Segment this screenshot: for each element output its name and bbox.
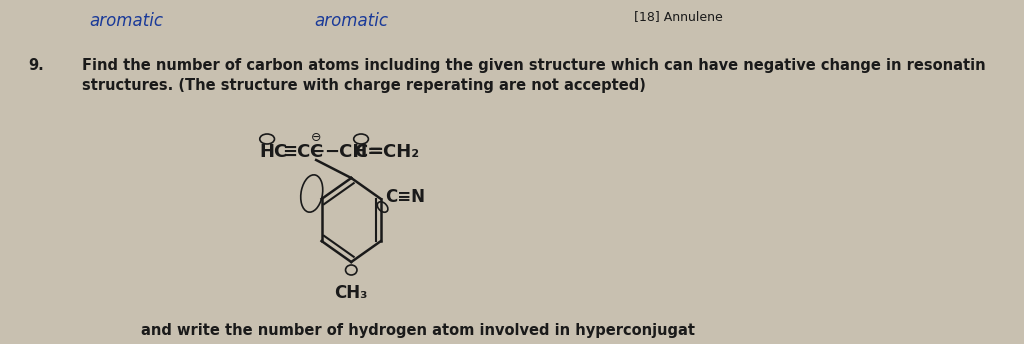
Text: ⊖: ⊖: [311, 130, 322, 143]
Text: Find the number of carbon atoms including the given structure which can have neg: Find the number of carbon atoms includin…: [82, 58, 985, 73]
Text: C: C: [309, 143, 323, 161]
Text: 9.: 9.: [29, 58, 44, 73]
Text: aromatic: aromatic: [90, 12, 164, 30]
Text: structures. (The structure with charge reperating are not accepted): structures. (The structure with charge r…: [82, 78, 645, 93]
Text: [18] Annulene: [18] Annulene: [634, 10, 722, 23]
Text: HC: HC: [260, 143, 288, 161]
Text: ≡C−: ≡C−: [282, 143, 326, 161]
Text: C: C: [354, 143, 368, 161]
Text: C≡N: C≡N: [385, 188, 425, 206]
Text: −CH=: −CH=: [325, 143, 383, 161]
Text: aromatic: aromatic: [314, 12, 388, 30]
Text: =CH₂: =CH₂: [369, 143, 420, 161]
Text: and write the number of hydrogen atom involved in hyperconjugat: and write the number of hydrogen atom in…: [141, 323, 695, 338]
Text: CH₃: CH₃: [335, 284, 368, 302]
